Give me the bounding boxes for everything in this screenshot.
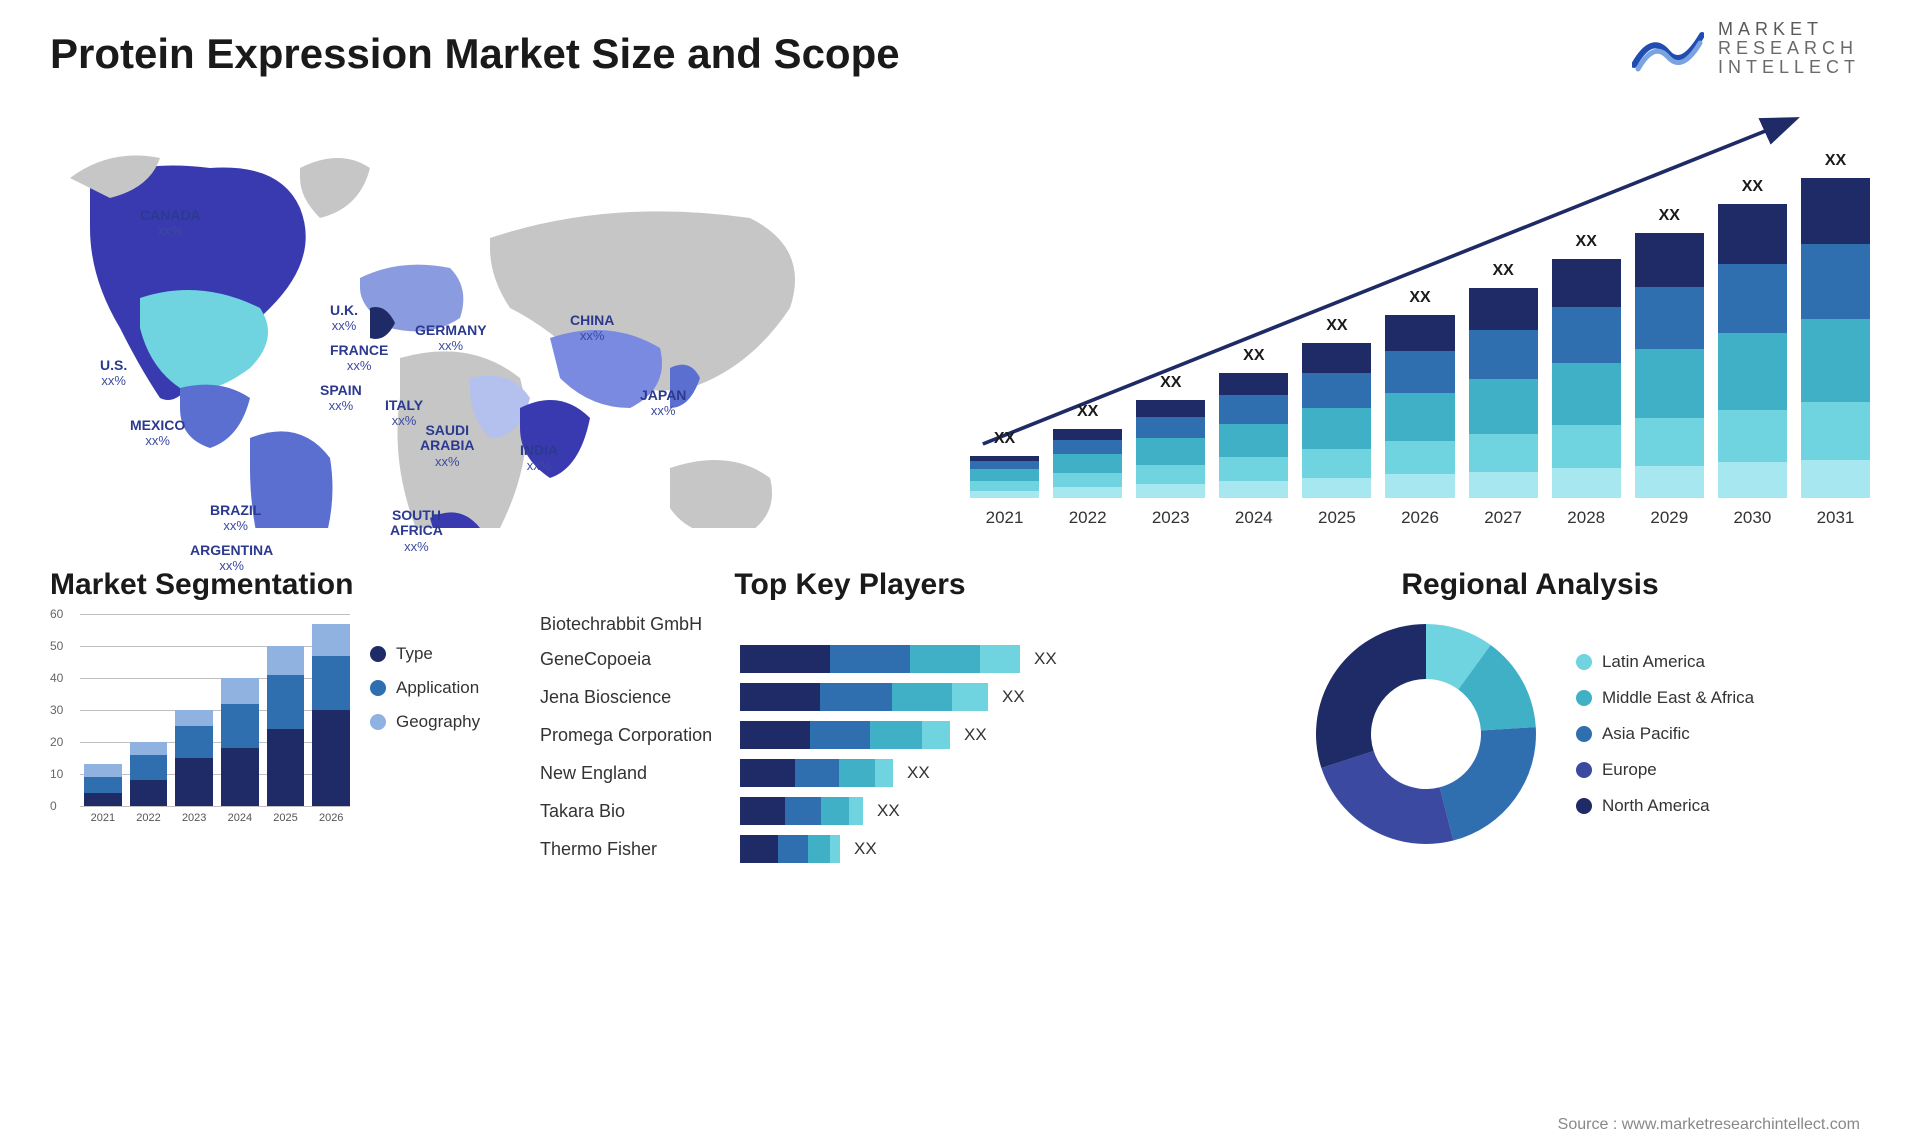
seg-bar <box>267 646 305 806</box>
segmentation-title: Market Segmentation <box>50 568 510 602</box>
growth-bar: XX <box>1053 429 1122 498</box>
map-label: JAPANxx% <box>640 388 686 419</box>
legend-item: Middle East & Africa <box>1576 688 1754 708</box>
seg-bar <box>130 742 168 806</box>
growth-bar: XX <box>1219 373 1288 498</box>
legend-item: Europe <box>1576 760 1754 780</box>
map-label: ITALYxx% <box>385 398 423 429</box>
world-map: CANADAxx%U.S.xx%MEXICOxx%BRAZILxx%ARGENT… <box>50 108 930 528</box>
legend-item: Geography <box>370 712 480 732</box>
map-label: SOUTHAFRICAxx% <box>390 508 443 554</box>
seg-bar <box>221 678 259 806</box>
regional-title: Regional Analysis <box>1190 568 1870 602</box>
map-label: MEXICOxx% <box>130 418 185 449</box>
page-title: Protein Expression Market Size and Scope <box>50 30 1870 78</box>
growth-bar: XX <box>1552 259 1621 498</box>
growth-bar: XX <box>1469 288 1538 498</box>
players-title: Top Key Players <box>540 568 1160 602</box>
source-text: Source : www.marketresearchintellect.com <box>1558 1116 1860 1134</box>
logo-swoosh-icon <box>1632 23 1704 73</box>
player-row: New EnglandXX <box>540 759 1160 787</box>
players-panel: Top Key Players Biotechrabbit GmbH GeneCo… <box>540 568 1160 873</box>
regional-legend: Latin America Middle East & Africa Asia Pa… <box>1576 652 1754 816</box>
regional-panel: Regional Analysis Latin America Middle Ea… <box>1190 568 1870 873</box>
map-label: INDIAxx% <box>520 443 558 474</box>
map-label: SAUDIARABIAxx% <box>420 423 474 469</box>
legend-item: Application <box>370 678 480 698</box>
seg-bar <box>312 624 350 806</box>
player-row: Promega CorporationXX <box>540 721 1160 749</box>
legend-item: North America <box>1576 796 1754 816</box>
player-row: Jena BioscienceXX <box>540 683 1160 711</box>
map-label: GERMANYxx% <box>415 323 487 354</box>
segmentation-chart: 0102030405060 202120222023202420252026 <box>50 614 350 824</box>
brand-logo: MARKET RESEARCH INTELLECT <box>1632 20 1860 77</box>
seg-bar <box>84 764 122 806</box>
map-label: CHINAxx% <box>570 313 614 344</box>
legend-item: Type <box>370 644 480 664</box>
growth-bar: XX <box>1718 204 1787 498</box>
player-row: Takara BioXX <box>540 797 1160 825</box>
map-label: CANADAxx% <box>140 208 201 239</box>
growth-bar: XX <box>1635 233 1704 498</box>
map-label: U.K.xx% <box>330 303 358 334</box>
logo-line3: INTELLECT <box>1718 58 1860 77</box>
legend-item: Asia Pacific <box>1576 724 1754 744</box>
growth-bar: XX <box>970 456 1039 498</box>
growth-bar: XX <box>1385 315 1454 498</box>
logo-line2: RESEARCH <box>1718 39 1860 58</box>
growth-chart: XXXXXXXXXXXXXXXXXXXXXX 20212022202320242… <box>970 108 1870 528</box>
seg-bar <box>175 710 213 806</box>
growth-bar: XX <box>1302 343 1371 498</box>
growth-bar: XX <box>1136 400 1205 498</box>
growth-bar: XX <box>1801 178 1870 498</box>
player-row: Thermo FisherXX <box>540 835 1160 863</box>
segmentation-panel: Market Segmentation 0102030405060 202120… <box>50 568 510 873</box>
regional-donut <box>1306 614 1546 854</box>
map-label: SPAINxx% <box>320 383 362 414</box>
segmentation-legend: Type Application Geography <box>370 614 480 824</box>
legend-item: Latin America <box>1576 652 1754 672</box>
map-label: U.S.xx% <box>100 358 127 389</box>
player-row: GeneCopoeiaXX <box>540 645 1160 673</box>
map-label: BRAZILxx% <box>210 503 261 534</box>
logo-line1: MARKET <box>1718 20 1860 39</box>
map-label: FRANCExx% <box>330 343 388 374</box>
player-row: Biotechrabbit GmbH <box>540 614 1160 635</box>
